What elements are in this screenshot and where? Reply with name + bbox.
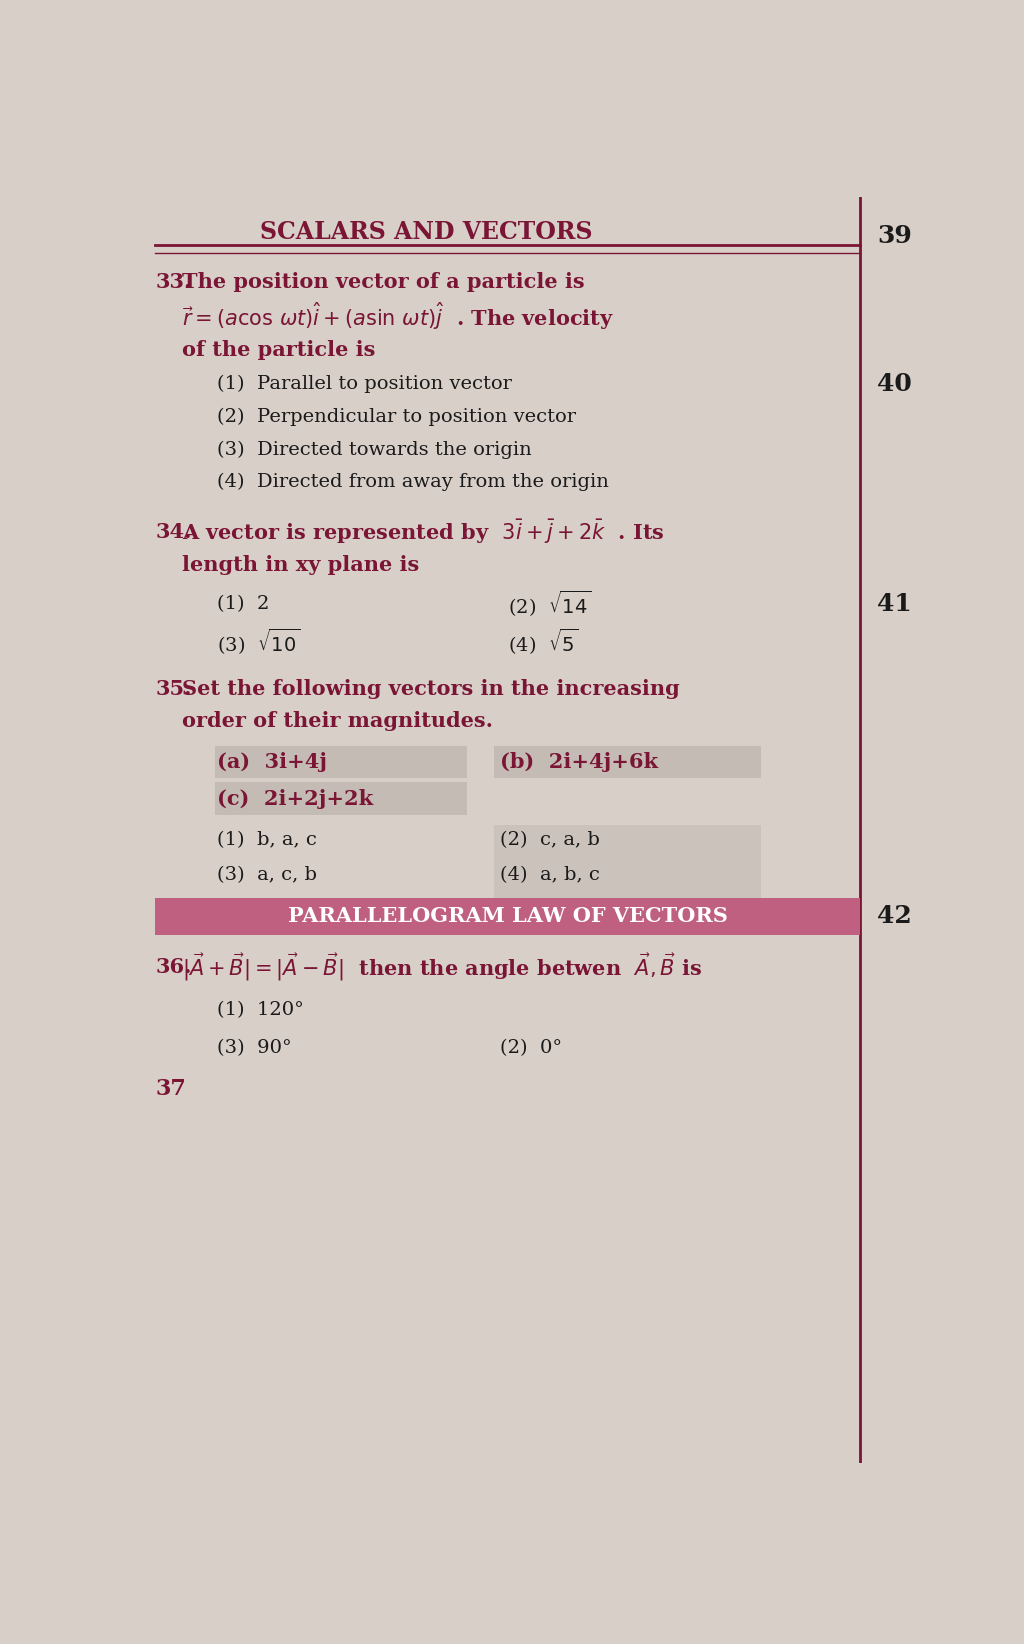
Text: (3)  $\sqrt{10}$: (3) $\sqrt{10}$ (217, 628, 300, 658)
Text: 39: 39 (878, 224, 912, 248)
Text: $|\vec{A}+\vec{B}|=|\vec{A}-\vec{B}|$  then the angle betwen  $\vec{A},\vec{B}$ : $|\vec{A}+\vec{B}|=|\vec{A}-\vec{B}|$ th… (182, 952, 702, 983)
Text: (3)  90°: (3) 90° (217, 1039, 292, 1057)
Text: PARALLELOGRAM LAW OF VECTORS: PARALLELOGRAM LAW OF VECTORS (288, 906, 728, 927)
Text: 35.: 35. (155, 679, 191, 699)
Text: The position vector of a particle is: The position vector of a particle is (182, 271, 585, 293)
Text: (3)  Directed towards the origin: (3) Directed towards the origin (217, 441, 531, 459)
Text: 40: 40 (878, 372, 912, 396)
Text: 36.: 36. (155, 957, 191, 977)
Text: (1)  Parallel to position vector: (1) Parallel to position vector (217, 375, 512, 393)
Text: 34.: 34. (155, 523, 191, 543)
Text: (4)  a, b, c: (4) a, b, c (500, 866, 600, 884)
Text: order of their magnitudes.: order of their magnitudes. (182, 710, 494, 732)
Text: (2)  $\sqrt{14}$: (2) $\sqrt{14}$ (508, 589, 591, 618)
Text: length in xy plane is: length in xy plane is (182, 556, 420, 575)
Bar (494, 825, 761, 909)
Text: A vector is represented by  $3\bar{i}+\bar{j}+2\bar{k}$  . Its: A vector is represented by $3\bar{i}+\ba… (182, 518, 665, 546)
Text: Set the following vectors in the increasing: Set the following vectors in the increas… (182, 679, 680, 699)
Text: of the particle is: of the particle is (182, 340, 376, 360)
Text: 37: 37 (155, 1078, 186, 1100)
Bar (494, 745, 761, 778)
Text: (2)  0°: (2) 0° (500, 1039, 562, 1057)
Text: (4)  $\sqrt{5}$: (4) $\sqrt{5}$ (508, 628, 579, 658)
Text: (1)  2: (1) 2 (217, 595, 269, 613)
Text: $\vec{r} = (a\cos\,\omega t)\hat{i} + (a\sin\,\omega t)\hat{j}$  . The velocity: $\vec{r} = (a\cos\,\omega t)\hat{i} + (a… (182, 301, 614, 332)
Text: (3)  a, c, b: (3) a, c, b (217, 866, 317, 884)
Text: (1)  120°: (1) 120° (217, 1001, 304, 1019)
Bar (155, 898, 860, 935)
Text: SCALARS AND VECTORS: SCALARS AND VECTORS (260, 220, 592, 243)
Text: 33.: 33. (155, 271, 191, 293)
Text: (c)  2i+2j+2k: (c) 2i+2j+2k (217, 789, 374, 809)
Text: (2)  c, a, b: (2) c, a, b (500, 832, 600, 850)
Text: (4)  Directed from away from the origin: (4) Directed from away from the origin (217, 473, 609, 492)
Bar (215, 783, 467, 815)
Text: 41: 41 (878, 592, 912, 616)
Text: (2)  Perpendicular to position vector: (2) Perpendicular to position vector (217, 408, 577, 426)
Bar (215, 745, 467, 778)
Text: (b)  2i+4j+6k: (b) 2i+4j+6k (500, 753, 658, 773)
Text: (1)  b, a, c: (1) b, a, c (217, 832, 317, 850)
Text: 42: 42 (878, 904, 912, 929)
Text: (a)  3i+4j: (a) 3i+4j (217, 753, 327, 773)
